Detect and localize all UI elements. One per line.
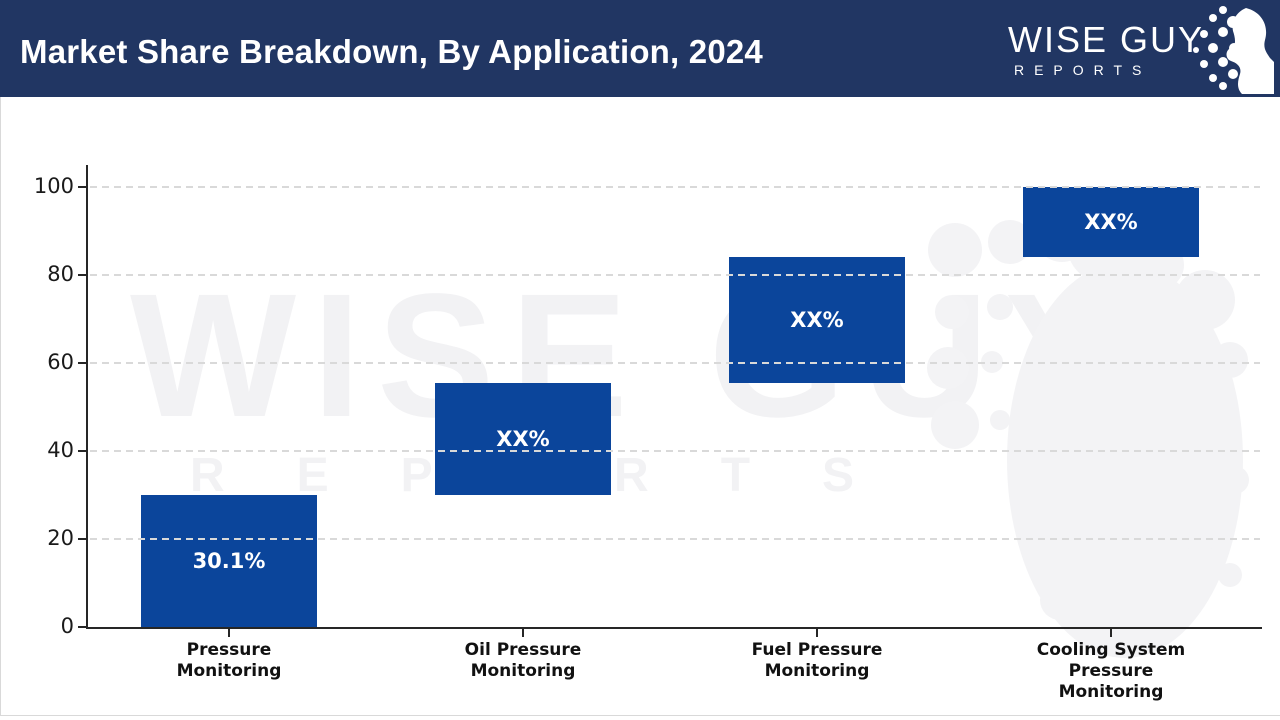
gridline-40 bbox=[90, 450, 1260, 452]
category-label: Pressure Monitoring bbox=[176, 640, 282, 681]
bar-value-label: XX% bbox=[790, 308, 844, 333]
y-tick-label: 60 bbox=[47, 350, 74, 374]
category-label: Oil Pressure Monitoring bbox=[464, 640, 582, 681]
logo-face-icon bbox=[1193, 6, 1274, 94]
y-tick bbox=[78, 450, 86, 452]
category-label: Cooling System Pressure Monitoring bbox=[1036, 640, 1186, 702]
bar-1: 30.1% bbox=[141, 494, 317, 627]
gridline-80 bbox=[90, 274, 1260, 276]
bar-value-label: XX% bbox=[496, 426, 550, 451]
gridline-20 bbox=[90, 538, 1260, 540]
y-tick-label: 0 bbox=[60, 614, 74, 638]
x-tick bbox=[816, 629, 818, 637]
bar-value-label: XX% bbox=[1084, 210, 1138, 235]
y-tick-label: 80 bbox=[47, 262, 74, 286]
bar-2: XX% bbox=[435, 382, 611, 495]
x-tick bbox=[228, 629, 230, 637]
x-tick bbox=[522, 629, 524, 637]
y-axis-line bbox=[86, 165, 88, 629]
chart-title: Market Share Breakdown, By Application, … bbox=[20, 33, 763, 70]
gridline-100 bbox=[90, 186, 1260, 188]
watermark-face-icon bbox=[927, 207, 1249, 658]
y-tick-label: 20 bbox=[47, 526, 74, 550]
y-tick bbox=[78, 626, 86, 628]
wise-guy-logo: WISE GUY REPORTS bbox=[1007, 6, 1274, 94]
bar-value-label: 30.1% bbox=[192, 548, 266, 573]
logo-subtext: REPORTS bbox=[1013, 61, 1152, 78]
header-band: Market Share Breakdown, By Application, … bbox=[0, 0, 1280, 97]
category-label: Fuel Pressure Monitoring bbox=[751, 640, 883, 681]
bar-4: XX% bbox=[1023, 187, 1199, 258]
y-tick bbox=[78, 362, 86, 364]
y-tick-label: 40 bbox=[47, 438, 74, 462]
y-tick bbox=[78, 538, 86, 540]
logo-wordmark: WISE GUY bbox=[1007, 18, 1204, 60]
x-axis-line bbox=[86, 627, 1262, 629]
logo-text: WISE GUY REPORTS bbox=[1007, 18, 1204, 78]
bar-3: XX% bbox=[729, 257, 905, 383]
y-tick bbox=[78, 274, 86, 276]
x-tick bbox=[1110, 629, 1112, 637]
y-tick-label: 100 bbox=[33, 174, 74, 198]
y-tick bbox=[78, 186, 86, 188]
gridline-60 bbox=[90, 362, 1260, 364]
